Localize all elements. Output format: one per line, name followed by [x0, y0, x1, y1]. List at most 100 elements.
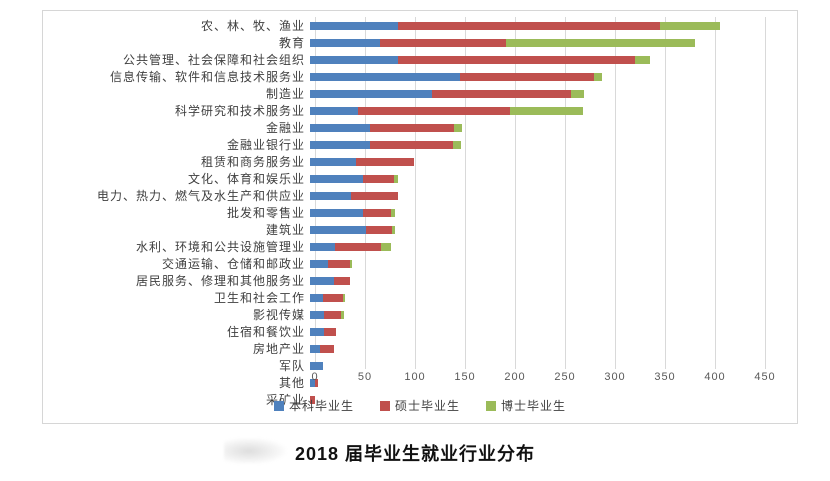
bar-track [310, 191, 760, 200]
bar-row: 水利、环境和公共设施管理业 [44, 238, 784, 255]
bar-segment-硕士毕业生 [310, 395, 315, 404]
bar-segment-博士毕业生 [594, 72, 602, 81]
category-label: 金融业银行业 [226, 138, 305, 152]
bar-row: 居民服务、修理和其他服务业 [44, 272, 784, 289]
bar-segment-本科毕业生 [310, 191, 351, 200]
bar-track [310, 242, 760, 251]
category-label: 批发和零售业 [226, 206, 305, 220]
category-label: 卫生和社会工作 [213, 291, 305, 305]
bar-segment-本科毕业生 [310, 208, 363, 217]
bar-track [310, 208, 760, 217]
x-tick-label: 150 [454, 371, 476, 383]
legend-label: 博士毕业生 [501, 399, 567, 413]
bar-segment-本科毕业生 [310, 89, 432, 98]
legend-swatch-icon [486, 400, 496, 411]
bar-segment-硕士毕业生 [432, 89, 571, 98]
x-tick-label: 450 [754, 371, 776, 383]
bar-track [310, 293, 760, 302]
bar-segment-硕士毕业生 [460, 72, 594, 81]
bar-segment-本科毕业生 [310, 327, 324, 336]
bar-segment-硕士毕业生 [380, 38, 506, 47]
category-label: 居民服务、修理和其他服务业 [135, 274, 305, 288]
bar-track [310, 89, 760, 98]
category-label: 制造业 [265, 87, 305, 101]
bar-track [310, 174, 760, 183]
bar-segment-博士毕业生 [343, 293, 345, 302]
bar-segment-本科毕业生 [310, 55, 398, 64]
bar-row: 批发和零售业 [44, 204, 784, 221]
bar-track [310, 21, 760, 30]
bar-segment-硕士毕业生 [323, 293, 343, 302]
bar-track [310, 157, 760, 166]
bar-row: 其他 [44, 374, 784, 391]
bar-segment-硕士毕业生 [356, 157, 414, 166]
bar-segment-硕士毕业生 [358, 106, 510, 115]
legend-label: 硕士毕业生 [394, 399, 460, 413]
bar-segment-博士毕业生 [391, 208, 395, 217]
bar-segment-硕士毕业生 [324, 327, 336, 336]
bar-row: 卫生和社会工作 [44, 289, 784, 306]
bar-segment-硕士毕业生 [334, 276, 350, 285]
bar-segment-本科毕业生 [310, 72, 460, 81]
category-label: 租赁和商务服务业 [200, 155, 305, 169]
bars-region: 农、林、牧、渔业 教育 公共管理、社会保障和社会组织信息传输、软件和信息技术服务业制… [44, 17, 784, 407]
category-label: 其他 [278, 376, 305, 390]
bar-track [310, 344, 760, 353]
bar-segment-本科毕业生 [310, 276, 334, 285]
category-label: 信息传输、软件和信息技术服务业 [109, 70, 305, 84]
bar-segment-本科毕业生 [310, 140, 370, 149]
category-label: 文化、体育和娱乐业 [187, 172, 305, 186]
chart-container: 农、林、牧、渔业 教育 公共管理、社会保障和社会组织信息传输、软件和信息技术服务业制… [42, 10, 798, 424]
x-tick-label: 100 [404, 371, 426, 383]
bar-segment-博士毕业生 [571, 89, 584, 98]
bar-segment-硕士毕业生 [398, 21, 660, 30]
bar-segment-博士毕业生 [510, 106, 583, 115]
bar-segment-硕士毕业生 [335, 242, 381, 251]
bar-track [310, 276, 760, 285]
bar-row: 建筑业 [44, 221, 784, 238]
bar-track [310, 395, 760, 404]
bar-segment-博士毕业生 [660, 21, 720, 30]
bar-segment-本科毕业生 [310, 242, 335, 251]
bar-track [310, 225, 760, 234]
category-label: 影视传媒 [252, 308, 305, 322]
x-tick-label: 300 [604, 371, 626, 383]
bar-row: 教育 [44, 34, 784, 51]
bar-segment-硕士毕业生 [363, 208, 391, 217]
legend-label: 本科毕业生 [288, 399, 354, 413]
bar-segment-硕士毕业生 [351, 191, 398, 200]
bar-segment-本科毕业生 [310, 310, 324, 319]
category-label: 房地产业 [252, 342, 305, 356]
x-tick-label: 0 [311, 371, 319, 383]
chart-title: 2018 届毕业生就业行业分布 [294, 444, 536, 464]
legend-item: 博士毕业生 [486, 397, 566, 414]
bar-segment-硕士毕业生 [315, 378, 318, 387]
bar-segment-博士毕业生 [381, 242, 391, 251]
category-label: 水利、环境和公共设施管理业 [135, 240, 305, 254]
watermark-smudge [224, 438, 286, 464]
bar-track [310, 72, 760, 81]
bar-track [310, 123, 760, 132]
bar-segment-硕士毕业生 [370, 140, 453, 149]
bar-segment-本科毕业生 [310, 174, 363, 183]
bar-segment-本科毕业生 [310, 157, 356, 166]
bar-segment-硕士毕业生 [328, 259, 350, 268]
bar-segment-本科毕业生 [310, 123, 370, 132]
bar-row: 信息传输、软件和信息技术服务业 [44, 68, 784, 85]
bar-segment-博士毕业生 [635, 55, 650, 64]
bar-row: 电力、热力、燃气及水生产和供应业 [44, 187, 784, 204]
bar-row: 军队 [44, 357, 784, 374]
legend-swatch-icon [379, 400, 390, 411]
x-tick-label: 250 [554, 371, 576, 383]
x-tick-label: 400 [704, 371, 726, 383]
bar-segment-硕士毕业生 [398, 55, 635, 64]
bar-track [310, 55, 760, 64]
bar-segment-硕士毕业生 [370, 123, 454, 132]
x-tick-label: 50 [357, 371, 373, 383]
bar-row: 金融业 [44, 119, 784, 136]
bar-segment-本科毕业生 [310, 293, 323, 302]
bar-segment-硕士毕业生 [320, 344, 334, 353]
bar-row: 农、林、牧、渔业 [44, 17, 784, 34]
bar-row: 公共管理、社会保障和社会组织 [44, 51, 784, 68]
category-label: 农、林、牧、渔业 [200, 19, 305, 33]
